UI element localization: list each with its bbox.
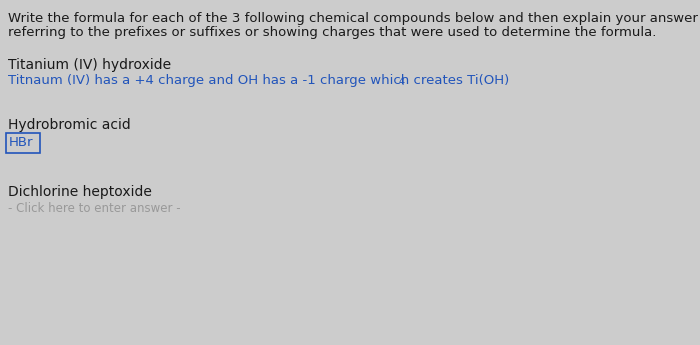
- Text: HBr: HBr: [9, 136, 34, 149]
- Text: Write the formula for each of the 3 following chemical compounds below and then : Write the formula for each of the 3 foll…: [8, 12, 700, 25]
- Text: - Click here to enter answer -: - Click here to enter answer -: [8, 202, 181, 215]
- Text: Dichlorine heptoxide: Dichlorine heptoxide: [8, 185, 152, 199]
- Text: 4: 4: [398, 77, 405, 87]
- Text: Hydrobromic acid: Hydrobromic acid: [8, 118, 131, 132]
- Text: Titnaum (IV) has a +4 charge and OH has a -1 charge which creates Ti(OH): Titnaum (IV) has a +4 charge and OH has …: [8, 74, 510, 87]
- Text: Titanium (IV) hydroxide: Titanium (IV) hydroxide: [8, 58, 171, 72]
- Text: referring to the prefixes or suffixes or showing charges that were used to deter: referring to the prefixes or suffixes or…: [8, 26, 657, 39]
